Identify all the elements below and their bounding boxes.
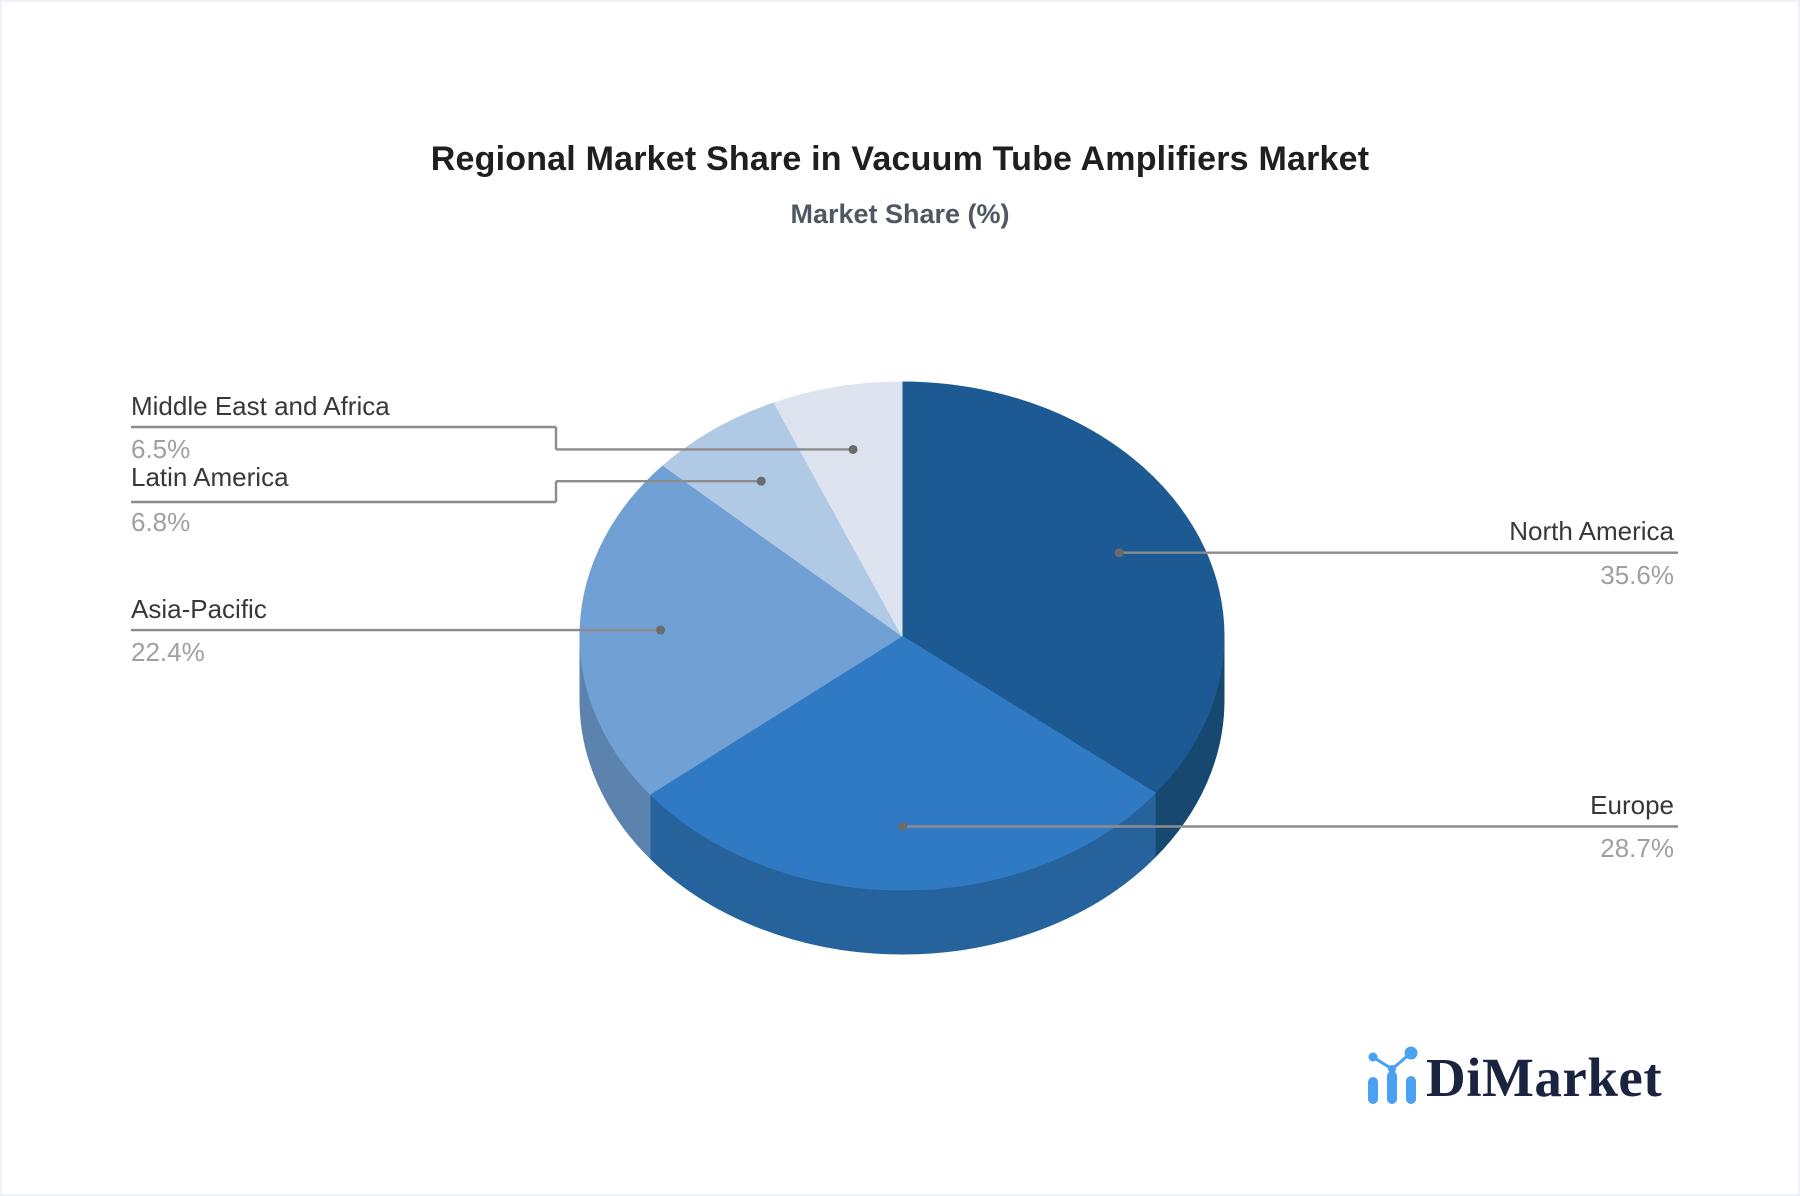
pie-slice-north-america[interactable] — [901, 381, 1225, 794]
pie-slice-middle-east-and-africa[interactable] — [773, 381, 903, 637]
slice-label-middle-east-and-africa: Middle East and Africa — [131, 391, 390, 421]
slice-label-asia-pacific: Asia-Pacific — [131, 594, 267, 624]
leader-dot — [848, 444, 858, 454]
leader-dot — [656, 625, 666, 635]
chart-title: Regional Market Share in Vacuum Tube Amp… — [430, 140, 1370, 178]
logo-text: DiMarket — [1426, 1047, 1663, 1108]
slice-label-north-america: North America — [1509, 516, 1674, 546]
leader-dot — [1114, 548, 1124, 558]
chart-subtitle: Market Share (%) — [790, 199, 1010, 229]
pie-slice-asia-pacific[interactable] — [579, 465, 903, 795]
slice-value-asia-pacific: 22.4% — [131, 637, 205, 667]
bar-line-chart-icon — [1368, 1046, 1418, 1104]
pie-slice-latin-america[interactable] — [662, 402, 903, 637]
slice-value-north-america: 35.6% — [1600, 560, 1674, 590]
slice-value-latin-america: 6.8% — [131, 507, 191, 537]
slice-value-europe: 28.7% — [1600, 833, 1674, 863]
leader-dot — [898, 821, 908, 831]
slice-label-europe: Europe — [1590, 790, 1674, 820]
leader-dot — [756, 476, 766, 486]
slice-label-latin-america: Latin America — [131, 462, 289, 492]
slice-value-middle-east-and-africa: 6.5% — [131, 434, 191, 464]
dimarket-logo: DiMarket — [1368, 1046, 1698, 1116]
